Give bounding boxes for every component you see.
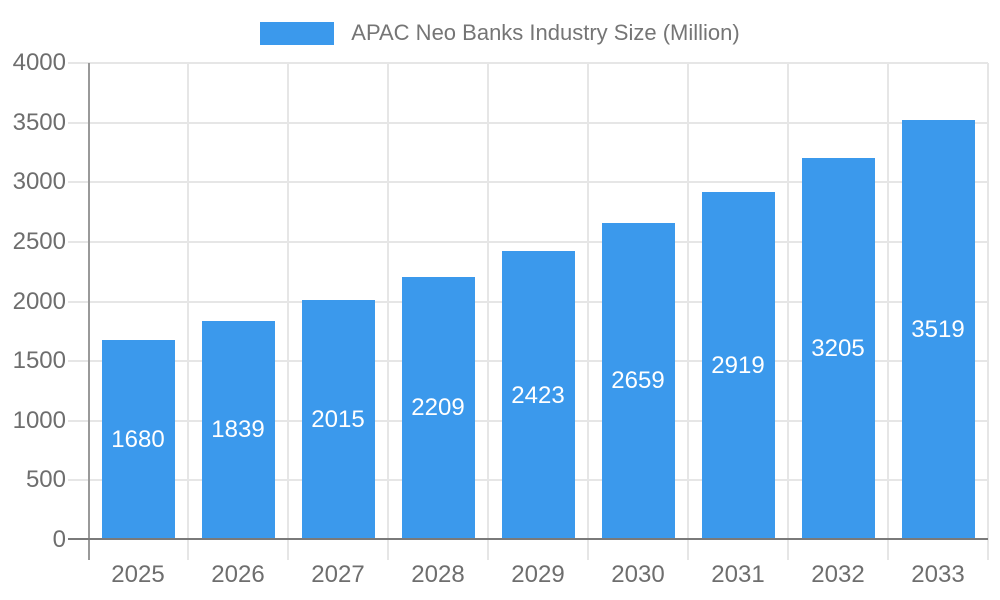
- gridline-horizontal: [88, 62, 988, 64]
- bar[interactable]: 1839: [201, 320, 275, 540]
- y-tick: [68, 360, 88, 363]
- gridline-vertical: [287, 63, 289, 560]
- bar[interactable]: 2209: [401, 276, 475, 540]
- y-tick: [68, 181, 88, 184]
- gridline-vertical: [687, 63, 689, 560]
- bar-value-label: 2015: [311, 405, 365, 433]
- bar-value-label: 2919: [711, 351, 765, 379]
- gridline-horizontal: [88, 240, 988, 243]
- y-axis-label: 4000: [12, 49, 66, 76]
- gridline-horizontal: [88, 181, 988, 184]
- bar-value-label: 1839: [211, 416, 265, 444]
- bar-value-label: 2209: [411, 394, 465, 422]
- legend-label: APAC Neo Banks Industry Size (Million): [351, 20, 740, 45]
- x-axis-labels: 2025 2026 2027 2028 2029 2030 2031 2032 2033: [88, 561, 988, 591]
- bar[interactable]: 3519: [901, 120, 975, 540]
- bar-value-label: 2423: [511, 381, 565, 409]
- y-axis-label: 1000: [12, 406, 66, 434]
- x-axis-label: 2031: [711, 561, 765, 588]
- y-tick: [68, 240, 88, 243]
- y-axis-label: 3500: [12, 108, 66, 136]
- legend-swatch: [260, 21, 335, 45]
- y-axis-labels: 0 500 1000 1500 2000 2500 3000 3500 4000: [0, 51, 66, 552]
- bar[interactable]: 1680: [101, 339, 175, 540]
- y-axis-label: 0: [52, 526, 66, 553]
- bar-value-label: 3519: [911, 316, 965, 344]
- bar-value-label: 3205: [811, 334, 865, 362]
- gridline-vertical: [187, 63, 189, 560]
- y-tick: [68, 479, 88, 482]
- gridline-vertical: [387, 63, 389, 560]
- y-axis-label: 2000: [12, 287, 66, 315]
- y-tick: [68, 300, 88, 303]
- gridline-horizontal: [88, 121, 988, 124]
- x-axis-label: 2027: [311, 561, 365, 588]
- y-axis-label: 1500: [12, 347, 66, 375]
- x-axis-label: 2032: [811, 561, 865, 588]
- bar[interactable]: 2423: [501, 251, 575, 540]
- legend-item[interactable]: APAC Neo Banks Industry Size (Million): [260, 20, 740, 46]
- gridline-vertical: [587, 63, 589, 560]
- gridline-vertical: [787, 63, 789, 560]
- x-axis-label: 2033: [911, 561, 965, 588]
- x-axis-label: 2028: [411, 561, 465, 588]
- y-axis-line: [88, 63, 90, 560]
- gridline-vertical: [987, 63, 989, 560]
- plot-area: 1680 1839 2015 2209 2423 2659 2919 3205 3519: [68, 62, 989, 560]
- gridline-vertical: [887, 63, 889, 560]
- y-tick: [68, 419, 88, 422]
- x-axis-label: 2029: [511, 561, 565, 588]
- x-axis-baseline: [68, 538, 988, 540]
- gridline-vertical: [487, 63, 489, 560]
- bar[interactable]: 2015: [301, 299, 375, 540]
- y-tick: [68, 121, 88, 124]
- y-axis-label: 500: [25, 466, 66, 494]
- x-axis-label: 2030: [611, 561, 665, 588]
- y-tick: [68, 62, 88, 64]
- bar[interactable]: 2919: [701, 191, 775, 540]
- y-axis-label: 2500: [12, 227, 66, 255]
- chart-legend: APAC Neo Banks Industry Size (Million): [0, 20, 1000, 46]
- bar-value-label: 1680: [111, 425, 165, 453]
- bar[interactable]: 3205: [801, 157, 875, 540]
- bar-value-label: 2659: [611, 367, 665, 395]
- x-axis-label: 2025: [111, 561, 165, 588]
- x-axis-label: 2026: [211, 561, 265, 588]
- y-axis-label: 3000: [12, 168, 66, 196]
- bar[interactable]: 2659: [601, 222, 675, 540]
